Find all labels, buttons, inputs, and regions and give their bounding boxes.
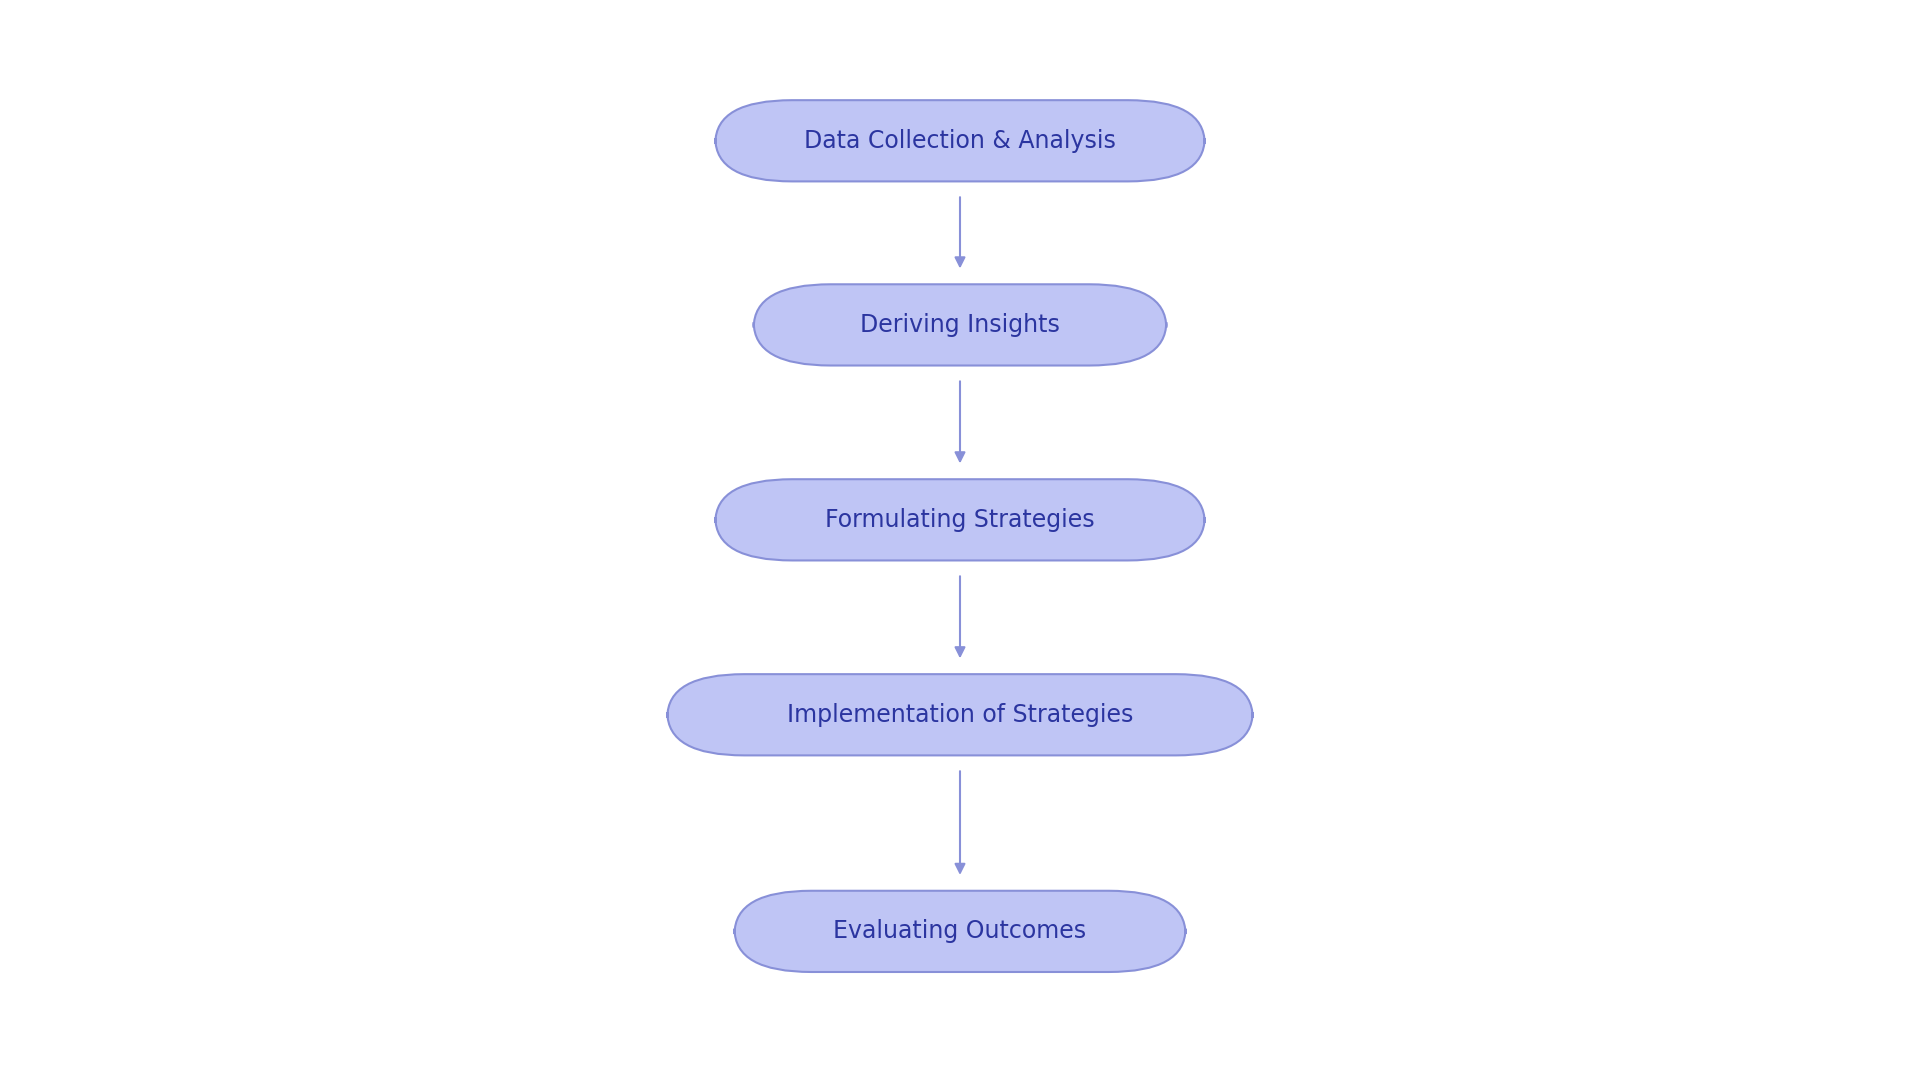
Text: Formulating Strategies: Formulating Strategies <box>826 508 1094 532</box>
Text: Implementation of Strategies: Implementation of Strategies <box>787 703 1133 727</box>
FancyBboxPatch shape <box>716 479 1204 560</box>
Text: Deriving Insights: Deriving Insights <box>860 313 1060 337</box>
FancyBboxPatch shape <box>716 101 1204 182</box>
Text: Data Collection & Analysis: Data Collection & Analysis <box>804 129 1116 153</box>
FancyBboxPatch shape <box>755 285 1165 366</box>
Text: Evaluating Outcomes: Evaluating Outcomes <box>833 919 1087 943</box>
FancyBboxPatch shape <box>735 890 1185 973</box>
FancyBboxPatch shape <box>668 674 1252 756</box>
